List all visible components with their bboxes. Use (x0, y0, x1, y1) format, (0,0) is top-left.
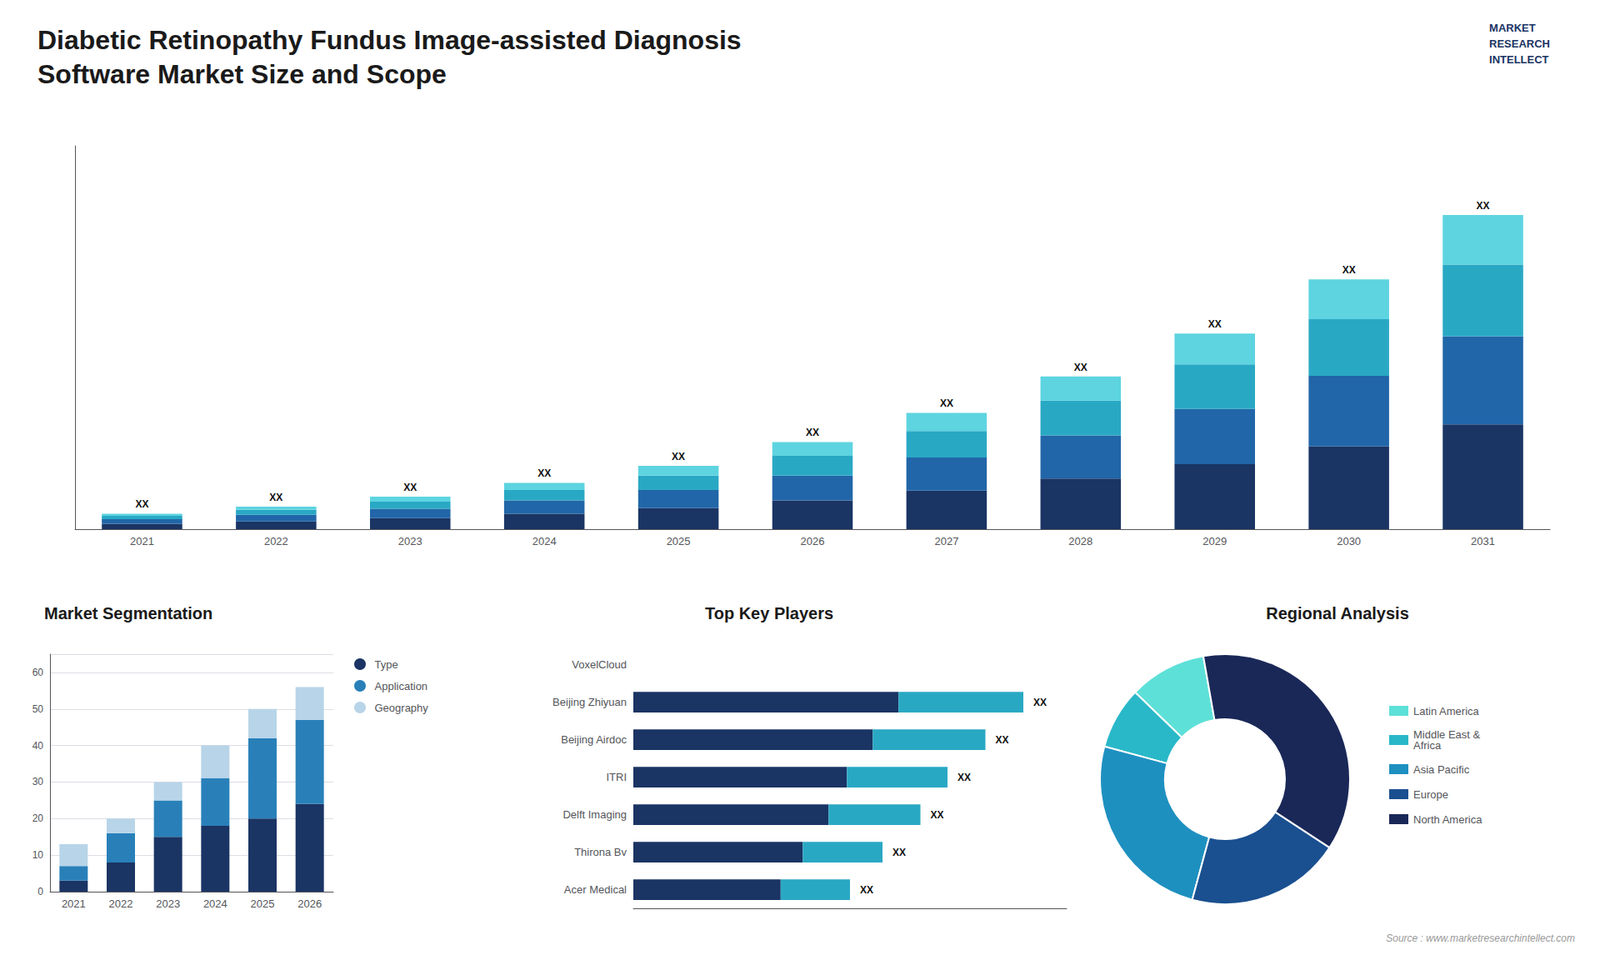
svg-text:VoxelCloud: VoxelCloud (571, 658, 627, 671)
svg-text:40: 40 (32, 740, 45, 752)
svg-text:Beijing Zhiyuan: Beijing Zhiyuan (552, 695, 627, 709)
svg-text:XX: XX (805, 426, 820, 439)
svg-text:Delft Imaging: Delft Imaging (562, 808, 627, 821)
svg-text:Europe: Europe (1413, 788, 1449, 801)
svg-text:2029: 2029 (1202, 535, 1227, 548)
svg-text:XX: XX (671, 450, 685, 463)
svg-text:Acer Medical: Acer Medical (564, 883, 627, 896)
svg-text:ITRI: ITRI (605, 770, 627, 784)
svg-text:Application: Application (375, 680, 429, 693)
svg-text:2022: 2022 (109, 897, 134, 910)
svg-text:XX: XX (930, 809, 945, 821)
svg-text:2031: 2031 (1470, 535, 1495, 548)
svg-text:Software Market Size and Scope: Software Market Size and Scope (37, 59, 447, 90)
svg-text:2030: 2030 (1336, 535, 1361, 548)
svg-text:2022: 2022 (264, 535, 289, 548)
svg-text:XX: XX (892, 846, 906, 859)
svg-text:XX: XX (1342, 264, 1356, 276)
svg-text:XX: XX (860, 884, 874, 896)
svg-text:2023: 2023 (155, 897, 180, 910)
svg-text:Diabetic Retinopathy Fundus Im: Diabetic Retinopathy Fundus Image-assist… (37, 25, 742, 55)
svg-text:2021: 2021 (61, 897, 86, 910)
svg-text:XX: XX (403, 481, 417, 494)
svg-text:XX: XX (995, 734, 1010, 746)
svg-text:North America: North America (1413, 813, 1483, 826)
svg-text:20: 20 (32, 812, 45, 825)
svg-text:Africa: Africa (1413, 739, 1442, 752)
svg-text:30: 30 (32, 775, 45, 788)
svg-text:2023: 2023 (398, 535, 423, 548)
svg-text:50: 50 (32, 703, 45, 715)
svg-text:Source : www.marketresearchint: Source : www.marketresearchintellect.com (1385, 932, 1575, 945)
svg-text:60: 60 (32, 666, 45, 679)
svg-text:2026: 2026 (297, 897, 322, 910)
svg-text:XX: XX (957, 771, 971, 784)
svg-text:XX: XX (537, 467, 551, 480)
svg-text:RESEARCH: RESEARCH (1489, 37, 1550, 50)
svg-text:Beijing Airdoc: Beijing Airdoc (560, 733, 627, 746)
svg-text:2021: 2021 (130, 535, 155, 548)
svg-text:XX: XX (269, 491, 283, 504)
svg-text:Asia Pacific: Asia Pacific (1413, 763, 1470, 776)
svg-text:Middle East &: Middle East & (1413, 728, 1481, 741)
svg-text:XX: XX (940, 397, 954, 410)
svg-text:INTELLECT: INTELLECT (1489, 53, 1550, 66)
svg-text:2024: 2024 (532, 535, 557, 548)
svg-text:Regional Analysis: Regional Analysis (1265, 604, 1410, 623)
svg-text:XX: XX (1033, 696, 1047, 709)
svg-text:Thirona Bv: Thirona Bv (574, 845, 627, 859)
svg-text:MARKET: MARKET (1489, 21, 1536, 35)
svg-text:2024: 2024 (203, 897, 228, 910)
svg-text:XX: XX (1074, 361, 1088, 374)
svg-text:2025: 2025 (250, 897, 275, 910)
svg-text:Type: Type (375, 658, 399, 671)
svg-text:0: 0 (37, 885, 44, 898)
svg-text:Market Segmentation: Market Segmentation (44, 604, 213, 623)
svg-text:Geography: Geography (375, 701, 430, 715)
svg-text:XX: XX (1208, 318, 1222, 330)
svg-text:2026: 2026 (800, 535, 825, 548)
svg-text:2025: 2025 (666, 535, 691, 548)
svg-text:Latin America: Latin America (1413, 705, 1480, 718)
svg-text:Top Key Players: Top Key Players (705, 604, 834, 623)
svg-text:10: 10 (32, 849, 45, 861)
svg-text:2028: 2028 (1068, 535, 1093, 548)
svg-text:2027: 2027 (934, 535, 959, 548)
svg-text:XX: XX (135, 498, 149, 510)
svg-text:XX: XX (1476, 200, 1490, 212)
